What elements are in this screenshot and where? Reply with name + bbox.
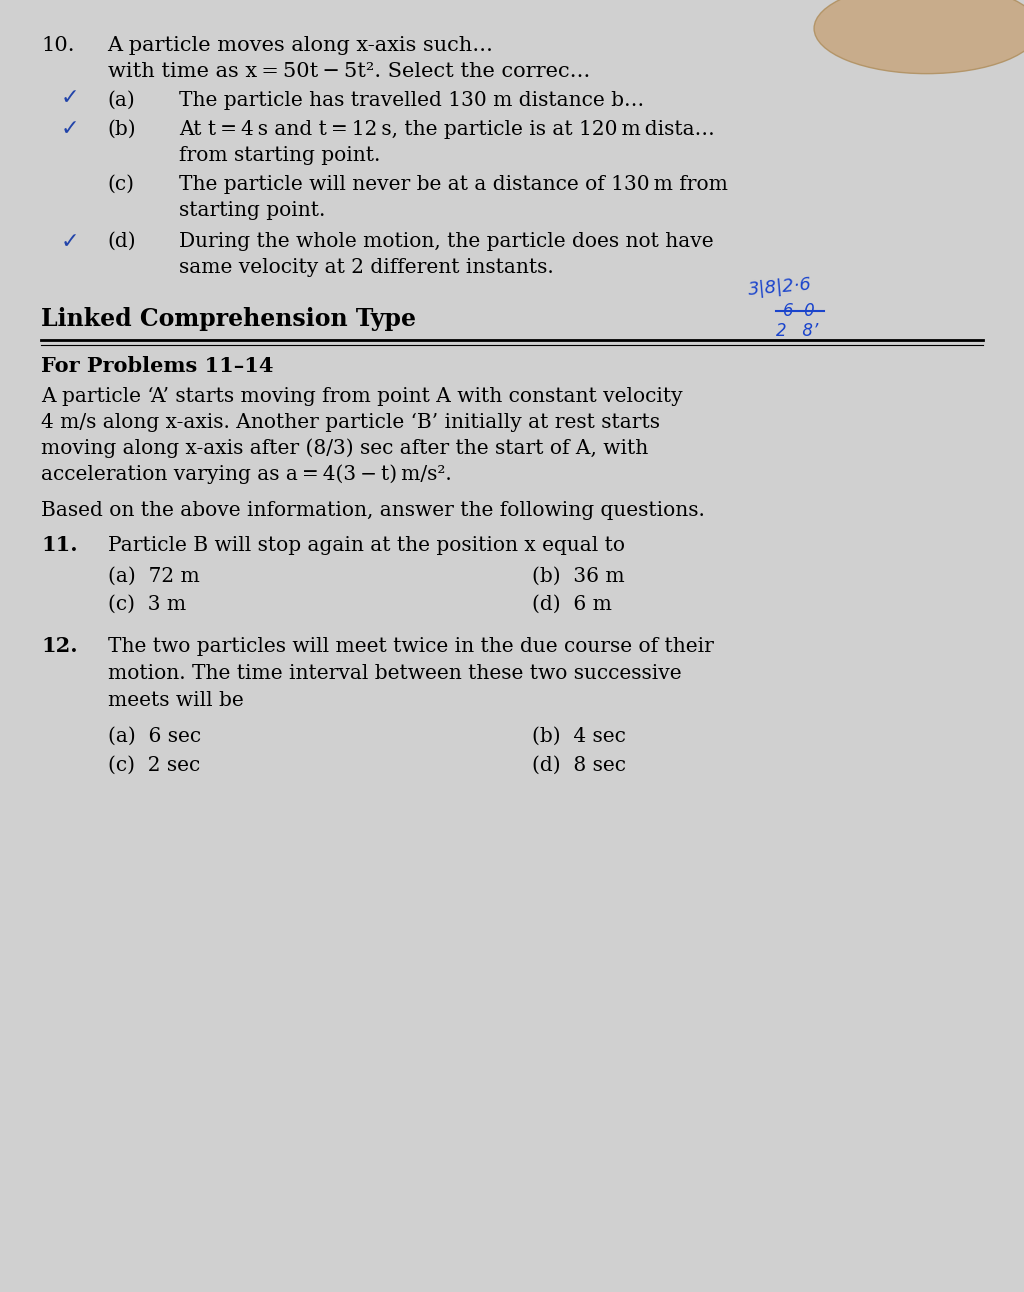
- Ellipse shape: [814, 0, 1024, 74]
- Text: (b): (b): [108, 120, 136, 138]
- Text: (d)  8 sec: (d) 8 sec: [532, 756, 627, 774]
- Text: (a)  6 sec: (a) 6 sec: [108, 727, 201, 745]
- Text: At t = 4 s and t = 12 s, the particle is at 120 m dista…: At t = 4 s and t = 12 s, the particle is…: [179, 120, 715, 138]
- Text: 11.: 11.: [41, 535, 78, 556]
- Text: same velocity at 2 different instants.: same velocity at 2 different instants.: [179, 258, 554, 276]
- Text: Particle B will stop again at the position x equal to: Particle B will stop again at the positi…: [108, 536, 625, 554]
- Text: from starting point.: from starting point.: [179, 146, 381, 164]
- Text: starting point.: starting point.: [179, 202, 326, 220]
- Text: A particle moves along x-axis such…: A particle moves along x-axis such…: [108, 36, 494, 54]
- Text: (c)  2 sec: (c) 2 sec: [108, 756, 200, 774]
- Text: (c)  3 m: (c) 3 m: [108, 596, 185, 614]
- Text: (a)  72 m: (a) 72 m: [108, 567, 200, 585]
- Text: The particle will never be at a distance of 130 m from: The particle will never be at a distance…: [179, 176, 728, 194]
- Text: A particle ‘A’ starts moving from point A with constant velocity: A particle ‘A’ starts moving from point …: [41, 388, 683, 406]
- Text: (b)  36 m: (b) 36 m: [532, 567, 625, 585]
- Text: (d)  6 m: (d) 6 m: [532, 596, 612, 614]
- Text: The two particles will meet twice in the due course of their: The two particles will meet twice in the…: [108, 637, 714, 655]
- Text: (d): (d): [108, 233, 136, 251]
- Text: 10.: 10.: [41, 36, 75, 54]
- Text: For Problems 11–14: For Problems 11–14: [41, 355, 273, 376]
- Text: The particle has travelled 130 m distance b…: The particle has travelled 130 m distanc…: [179, 92, 644, 110]
- Text: (b)  4 sec: (b) 4 sec: [532, 727, 627, 745]
- Text: (a): (a): [108, 92, 135, 110]
- Text: 12.: 12.: [41, 636, 78, 656]
- Text: 6  0: 6 0: [783, 302, 815, 320]
- Text: moving along x-axis after (8/3) sec after the start of A, with: moving along x-axis after (8/3) sec afte…: [41, 438, 648, 459]
- Text: 3|8|2·6: 3|8|2·6: [748, 275, 813, 298]
- Text: acceleration varying as a = 4(3 − t) m/s².: acceleration varying as a = 4(3 − t) m/s…: [41, 464, 452, 484]
- Text: meets will be: meets will be: [108, 691, 244, 709]
- Text: During the whole motion, the particle does not have: During the whole motion, the particle do…: [179, 233, 714, 251]
- Text: 2   8’: 2 8’: [776, 322, 818, 340]
- Text: 4 m/s along x-axis. Another particle ‘B’ initially at rest starts: 4 m/s along x-axis. Another particle ‘B’…: [41, 413, 659, 432]
- Text: ✓: ✓: [60, 119, 79, 140]
- Text: ✓: ✓: [60, 88, 79, 109]
- Text: Based on the above information, answer the following questions.: Based on the above information, answer t…: [41, 501, 705, 519]
- Text: ✓: ✓: [60, 231, 79, 252]
- Text: with time as x = 50t − 5t². Select the correc…: with time as x = 50t − 5t². Select the c…: [108, 62, 590, 80]
- Text: (c): (c): [108, 176, 134, 194]
- Text: motion. The time interval between these two successive: motion. The time interval between these …: [108, 664, 681, 682]
- Text: Linked Comprehension Type: Linked Comprehension Type: [41, 307, 416, 331]
